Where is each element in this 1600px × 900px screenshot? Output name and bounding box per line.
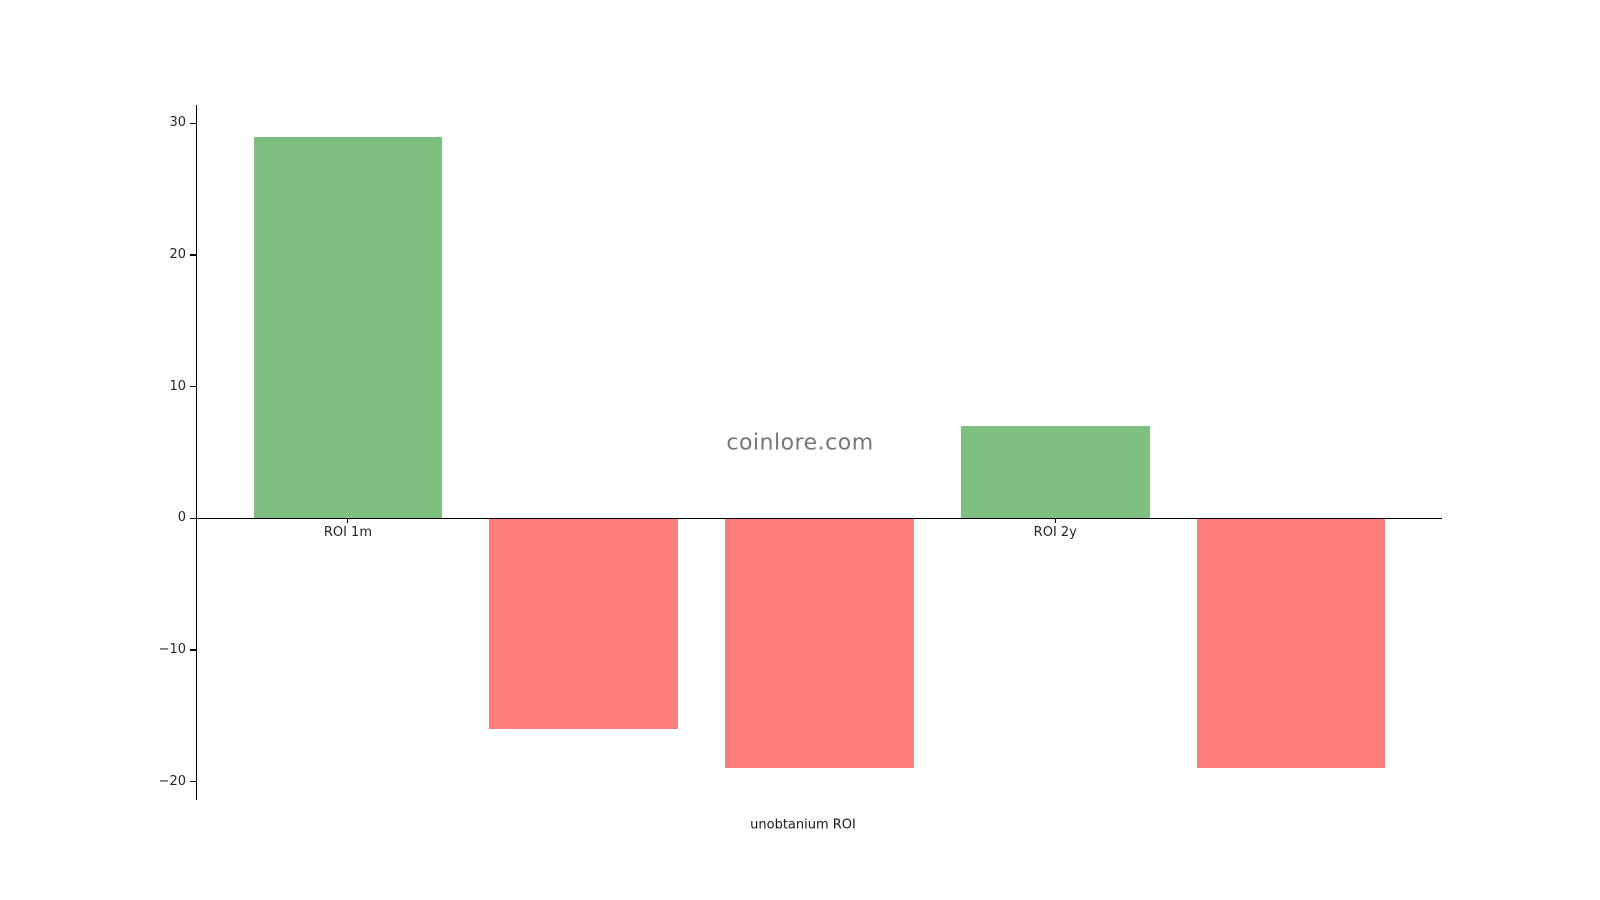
x-tick-label: ROI 2y [1033, 525, 1077, 541]
bar-1 [489, 518, 678, 729]
y-tick [189, 780, 196, 783]
y-tick-label: 30 [169, 115, 186, 131]
y-axis-spine [195, 105, 197, 800]
y-tick [189, 517, 196, 519]
x-axis-title: unobtanium ROI [750, 817, 856, 833]
x-tick-label: ROI 1m [323, 525, 372, 541]
bar-4 [1196, 518, 1386, 769]
x-axis-line [195, 517, 1442, 520]
bar-roi-1m [253, 136, 443, 519]
y-tick [189, 254, 196, 256]
bar-2 [725, 518, 914, 769]
y-tick-label: 0 [177, 510, 186, 526]
y-tick-label: −10 [158, 641, 186, 657]
x-tick [347, 518, 349, 524]
x-tick [1054, 518, 1056, 524]
y-tick [189, 649, 196, 651]
watermark: coinlore.com [726, 430, 874, 456]
y-tick-label: 10 [169, 378, 186, 394]
y-tick-label: 20 [169, 247, 186, 263]
y-tick [189, 122, 196, 124]
y-tick [189, 386, 196, 388]
bar-roi-2y [960, 426, 1150, 519]
y-tick-label: −20 [158, 773, 186, 789]
